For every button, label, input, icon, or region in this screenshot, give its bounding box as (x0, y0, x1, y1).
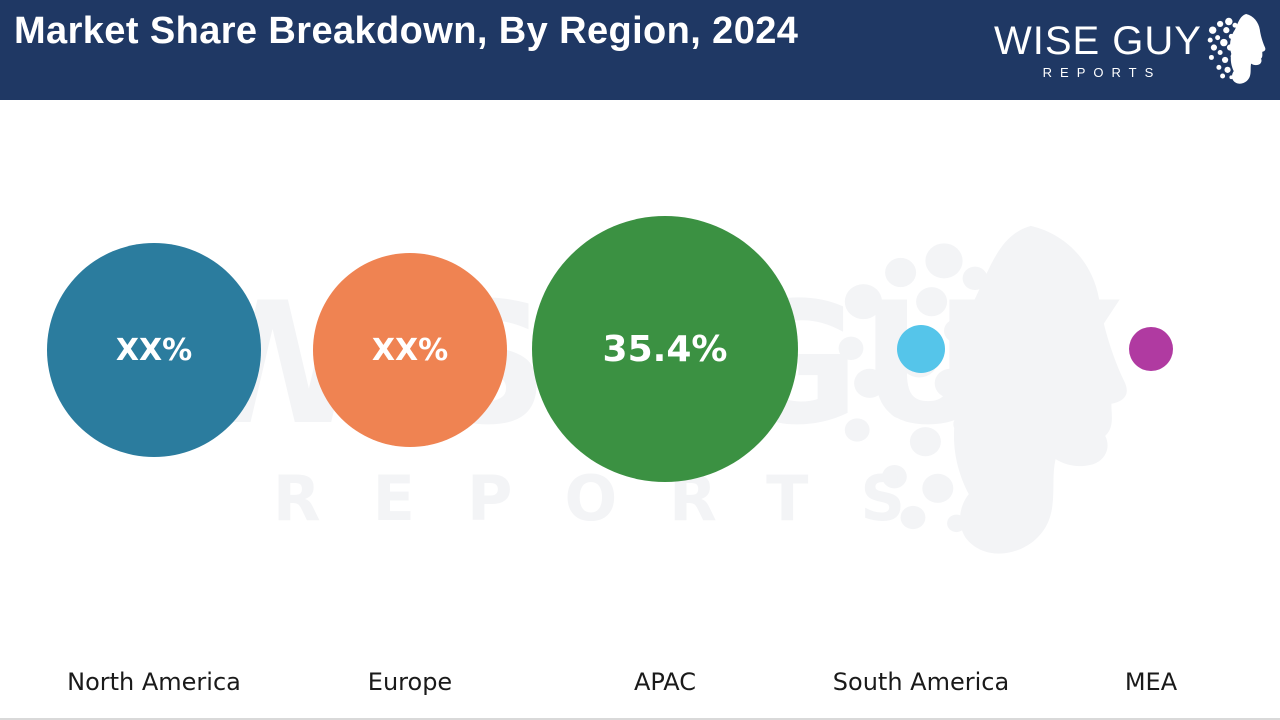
watermark-subtext: REPORTS (272, 462, 958, 535)
header-bar: Market Share Breakdown, By Region, 2024 … (0, 0, 1280, 100)
bubble-europe: XX% (313, 253, 507, 447)
category-label-south-america: South America (832, 668, 1010, 696)
logo-wordmark: WISE GUY (993, 18, 1202, 63)
bubble-mea (1129, 327, 1173, 371)
bubble-value-label: XX% (115, 332, 193, 368)
bubble-value-label: 35.4% (602, 328, 728, 370)
category-label-north-america: North America (67, 668, 241, 696)
category-label-mea: MEA (1124, 668, 1178, 696)
brand-logo-text: WISE GUY REPORTS (994, 21, 1202, 80)
bubble-apac: 35.4% (532, 216, 798, 482)
bubble-north-america: XX% (47, 243, 261, 457)
category-label-europe: Europe (367, 668, 453, 696)
bubble-chart: WISE GUY REPORTS XX%XX%35.4% North Ameri… (0, 100, 1280, 719)
page-title: Market Share Breakdown, By Region, 2024 (14, 10, 799, 52)
bubble-value-label: XX% (371, 332, 449, 368)
category-label-row: North America Europe APAC South America MEA (0, 668, 1280, 704)
bottom-divider (0, 718, 1280, 720)
brand-logo: WISE GUY REPORTS (994, 6, 1266, 94)
category-label-apac: APAC (633, 668, 697, 696)
bubble-south-america (897, 325, 945, 373)
logo-subtext: REPORTS (1042, 64, 1162, 80)
